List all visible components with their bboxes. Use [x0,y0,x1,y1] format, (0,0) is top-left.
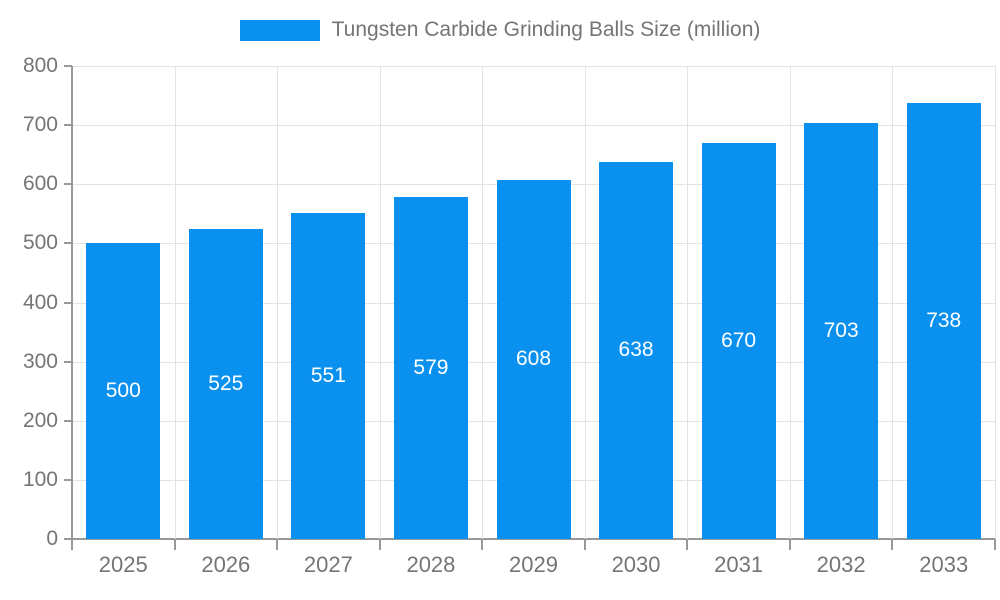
bar-2033[interactable]: 738 [906,102,981,539]
x-axis-tick [788,539,791,550]
x-axis-tick-label: 2026 [201,552,251,577]
bar-value-label: 551 [310,364,346,388]
bar-value-label: 703 [823,319,859,343]
x-gridline [789,66,791,539]
bar-2032[interactable]: 703 [804,123,879,539]
legend-swatch-icon [239,19,320,41]
x-gridline [892,66,894,539]
y-axis-tick-label: 600 [22,172,58,196]
y-axis-tick-label: 300 [22,349,58,373]
bar-2031[interactable]: 670 [701,142,776,539]
y-axis-tick-label: 100 [22,467,58,491]
y-axis-tick [64,65,72,67]
y-axis-tick [64,124,72,127]
y-axis-tick [64,419,72,422]
x-axis-tick-label: 2027 [303,552,353,577]
legend-label: Tungsten Carbide Grinding Balls Size (mi… [331,18,761,41]
x-axis-tick [378,539,381,550]
y-axis-tick [64,242,72,245]
x-axis-tick-label: 2028 [406,552,456,577]
x-axis-tick [891,539,894,550]
x-gridline [995,66,996,539]
x-gridline [174,66,176,539]
y-axis-tick-label: 700 [22,113,58,137]
x-axis-tick [71,539,73,550]
bar-2028[interactable]: 579 [393,196,468,539]
x-axis-tick-label: 2033 [919,552,969,577]
y-axis-line [71,66,73,539]
x-axis-tick [276,539,279,550]
x-axis-tick-label: 2032 [816,552,866,577]
x-axis-tick-label: 2031 [714,552,764,577]
y-axis-tick-label: 200 [22,408,58,432]
x-axis-tick [994,539,996,550]
plot-area: 500 525 551 579 608 638 670 703 738 [71,66,996,540]
y-axis-tick-label: 500 [22,231,58,255]
y-axis-tick [64,183,72,186]
y-axis-tick [64,301,72,304]
bar-2027[interactable]: 551 [291,213,366,539]
bar-value-label: 608 [515,347,552,371]
x-axis-line [72,538,995,540]
bar-2029[interactable]: 608 [496,179,571,539]
x-gridline [379,66,381,539]
bar-value-label: 738 [926,308,962,332]
bar-value-label: 579 [413,355,449,379]
bar-value-label: 638 [618,338,654,362]
x-gridline [687,66,689,539]
y-axis-tick [64,360,72,363]
x-gridline [277,66,279,539]
bar-2025[interactable]: 500 [86,243,161,539]
bar-value-label: 500 [105,379,141,403]
x-axis-tick-label: 2029 [509,552,558,577]
x-axis-tick [686,539,689,550]
bar-2030[interactable]: 638 [599,161,674,539]
y-axis-tick-label: 0 [46,527,58,550]
bar-value-label: 670 [721,328,757,352]
x-axis-tick [583,539,586,550]
x-axis-tick [481,539,484,550]
x-gridline [482,66,484,539]
y-axis-tick-label: 400 [22,290,58,314]
bar-value-label: 525 [208,371,244,395]
y-axis-tick-label: 800 [22,54,58,77]
y-gridline [72,66,995,67]
y-axis-tick [64,538,72,540]
x-axis-tick [173,539,176,550]
y-axis-tick [64,478,72,481]
chart-legend[interactable]: Tungsten Carbide Grinding Balls Size (mi… [0,18,1000,42]
bar-2026[interactable]: 525 [188,228,263,539]
y-gridline [72,125,995,127]
x-axis-tick-label: 2025 [98,552,148,577]
x-axis-tick-label: 2030 [611,552,661,577]
x-gridline [584,66,586,539]
